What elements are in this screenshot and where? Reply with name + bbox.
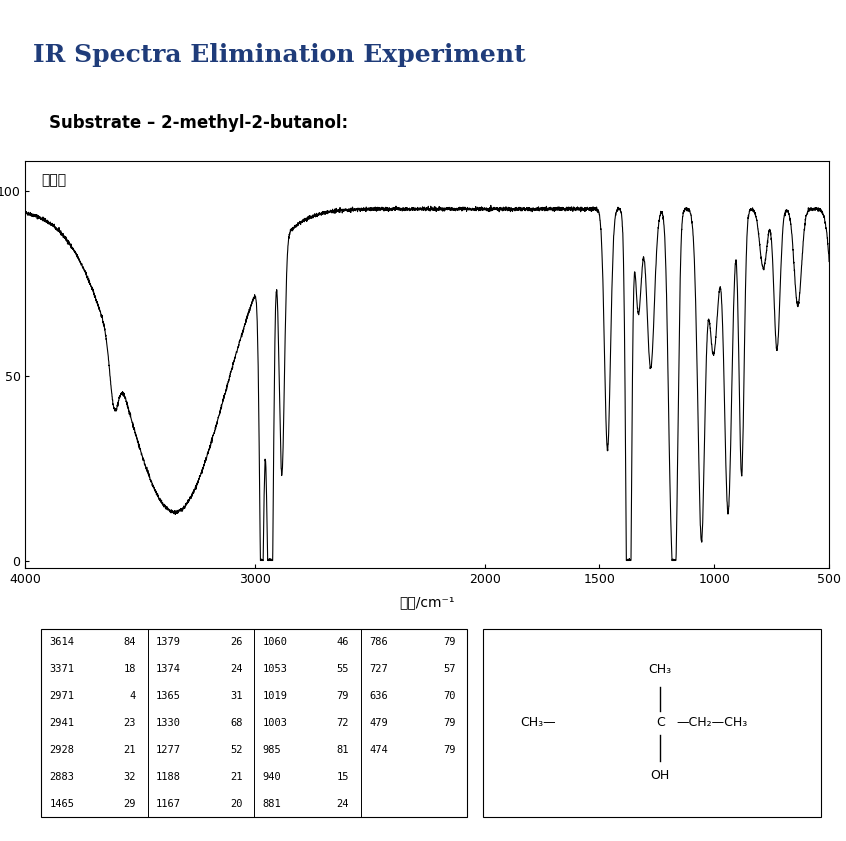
- Text: 1188: 1188: [156, 772, 181, 781]
- Text: 68: 68: [230, 718, 242, 727]
- Text: 1167: 1167: [156, 798, 181, 808]
- Text: 474: 474: [369, 745, 387, 754]
- Text: 薄膜法: 薄膜法: [41, 173, 67, 187]
- Text: 23: 23: [124, 718, 136, 727]
- Text: 20: 20: [230, 798, 242, 808]
- Text: 1374: 1374: [156, 664, 181, 674]
- Text: —CH₂—CH₃: —CH₂—CH₃: [676, 717, 748, 729]
- Text: 81: 81: [337, 745, 349, 754]
- Text: 985: 985: [262, 745, 281, 754]
- Text: 2971: 2971: [49, 691, 74, 701]
- Text: C: C: [656, 717, 665, 729]
- Text: 1465: 1465: [49, 798, 74, 808]
- Text: 3614: 3614: [49, 637, 74, 648]
- Text: 4: 4: [129, 691, 136, 701]
- Text: 2883: 2883: [49, 772, 74, 781]
- Text: 31: 31: [230, 691, 242, 701]
- Text: CH₃—: CH₃—: [520, 717, 556, 729]
- Bar: [483, 629, 821, 817]
- Text: 786: 786: [369, 637, 387, 648]
- Text: 15: 15: [337, 772, 349, 781]
- Text: Substrate – 2-methyl-2-butanol:: Substrate – 2-methyl-2-butanol:: [49, 114, 349, 132]
- Text: IR Spectra Elimination Experiment: IR Spectra Elimination Experiment: [33, 44, 526, 67]
- Text: 727: 727: [369, 664, 387, 674]
- Text: 2928: 2928: [49, 745, 74, 754]
- Text: 57: 57: [442, 664, 455, 674]
- Text: 29: 29: [124, 798, 136, 808]
- Text: 79: 79: [442, 718, 455, 727]
- Text: 1060: 1060: [262, 637, 288, 648]
- Text: 79: 79: [442, 637, 455, 648]
- Text: 1003: 1003: [262, 718, 288, 727]
- Text: 52: 52: [230, 745, 242, 754]
- Text: 79: 79: [442, 745, 455, 754]
- Text: 21: 21: [124, 745, 136, 754]
- Text: 479: 479: [369, 718, 387, 727]
- Text: 2941: 2941: [49, 718, 74, 727]
- Text: CH₃: CH₃: [649, 664, 672, 676]
- Bar: [41, 629, 467, 817]
- Text: 波数/cm⁻¹: 波数/cm⁻¹: [399, 595, 455, 609]
- Text: 636: 636: [369, 691, 387, 701]
- Text: OH: OH: [651, 770, 670, 782]
- Text: 940: 940: [262, 772, 281, 781]
- Text: 1277: 1277: [156, 745, 181, 754]
- Text: 84: 84: [124, 637, 136, 648]
- Text: 32: 32: [124, 772, 136, 781]
- Text: 1379: 1379: [156, 637, 181, 648]
- Text: 1330: 1330: [156, 718, 181, 727]
- Text: 881: 881: [262, 798, 281, 808]
- Text: 18: 18: [124, 664, 136, 674]
- Text: 1019: 1019: [262, 691, 288, 701]
- Text: 21: 21: [230, 772, 242, 781]
- Text: 79: 79: [337, 691, 349, 701]
- Text: 24: 24: [230, 664, 242, 674]
- Text: 70: 70: [442, 691, 455, 701]
- Text: 46: 46: [337, 637, 349, 648]
- Text: 55: 55: [337, 664, 349, 674]
- Text: 3371: 3371: [49, 664, 74, 674]
- Text: 24: 24: [337, 798, 349, 808]
- Text: 1053: 1053: [262, 664, 288, 674]
- Text: 26: 26: [230, 637, 242, 648]
- Text: 72: 72: [337, 718, 349, 727]
- Text: 1365: 1365: [156, 691, 181, 701]
